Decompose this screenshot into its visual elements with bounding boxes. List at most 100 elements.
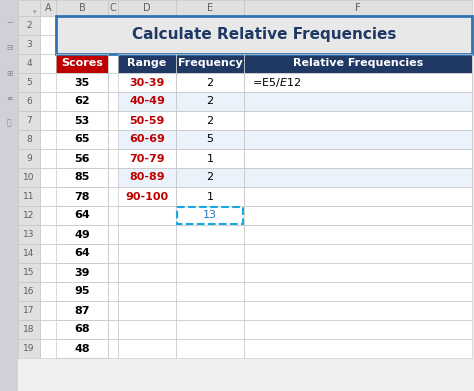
Bar bbox=[56, 73, 108, 92]
Bar bbox=[56, 149, 108, 168]
Bar bbox=[56, 301, 108, 320]
Bar bbox=[56, 130, 108, 149]
Bar bbox=[108, 130, 118, 149]
Text: 19: 19 bbox=[23, 344, 35, 353]
Bar bbox=[176, 301, 244, 320]
Bar bbox=[108, 244, 118, 263]
Bar bbox=[244, 73, 472, 92]
Bar bbox=[40, 187, 56, 206]
Bar bbox=[118, 206, 176, 225]
Bar bbox=[176, 35, 244, 54]
Text: 3: 3 bbox=[26, 40, 32, 49]
Bar bbox=[56, 244, 108, 263]
Bar bbox=[118, 168, 176, 187]
Bar bbox=[40, 282, 56, 301]
Bar bbox=[176, 54, 244, 73]
Bar bbox=[56, 92, 108, 111]
Text: 2: 2 bbox=[207, 115, 214, 126]
Bar bbox=[176, 320, 244, 339]
Bar bbox=[118, 73, 176, 92]
Bar bbox=[244, 168, 472, 187]
Bar bbox=[118, 187, 176, 206]
Text: 70-79: 70-79 bbox=[129, 154, 165, 163]
Bar bbox=[118, 263, 176, 282]
Bar bbox=[56, 301, 108, 320]
Bar bbox=[108, 54, 118, 73]
Bar bbox=[118, 301, 176, 320]
Bar bbox=[244, 0, 472, 16]
Bar bbox=[118, 130, 176, 149]
Bar bbox=[176, 149, 244, 168]
Bar bbox=[18, 187, 40, 206]
Bar bbox=[108, 339, 118, 358]
Bar bbox=[18, 16, 40, 35]
Text: 10: 10 bbox=[23, 173, 35, 182]
Text: 2: 2 bbox=[207, 77, 214, 88]
Bar bbox=[56, 244, 108, 263]
Bar bbox=[56, 73, 108, 92]
Text: ⊟: ⊟ bbox=[6, 43, 12, 52]
Bar bbox=[176, 282, 244, 301]
Bar bbox=[56, 282, 108, 301]
Bar bbox=[108, 149, 118, 168]
Bar bbox=[176, 73, 244, 92]
Text: 50-59: 50-59 bbox=[129, 115, 164, 126]
Bar bbox=[18, 320, 40, 339]
Bar bbox=[18, 320, 40, 339]
Bar bbox=[56, 92, 108, 111]
Bar bbox=[176, 187, 244, 206]
Bar bbox=[176, 54, 244, 73]
Text: C: C bbox=[109, 3, 117, 13]
Bar bbox=[118, 111, 176, 130]
Bar bbox=[244, 111, 472, 130]
Bar bbox=[18, 339, 40, 358]
Bar bbox=[176, 73, 244, 92]
Bar bbox=[177, 207, 243, 224]
Bar bbox=[56, 54, 108, 73]
Bar bbox=[118, 149, 176, 168]
Bar bbox=[40, 35, 56, 54]
Bar bbox=[18, 111, 40, 130]
Bar bbox=[56, 339, 108, 358]
Bar bbox=[176, 149, 244, 168]
Bar bbox=[56, 0, 108, 16]
Bar bbox=[56, 339, 108, 358]
Bar bbox=[18, 149, 40, 168]
Bar bbox=[244, 35, 472, 54]
Bar bbox=[176, 54, 244, 73]
Text: 40-49: 40-49 bbox=[129, 97, 165, 106]
Bar bbox=[56, 263, 108, 282]
Bar bbox=[118, 187, 176, 206]
Bar bbox=[118, 339, 176, 358]
Bar bbox=[244, 35, 472, 54]
Bar bbox=[56, 301, 108, 320]
Text: 49: 49 bbox=[74, 230, 90, 240]
Bar bbox=[118, 35, 176, 54]
Bar bbox=[108, 149, 118, 168]
Bar bbox=[118, 263, 176, 282]
Bar bbox=[56, 0, 108, 16]
Bar bbox=[118, 149, 176, 168]
Bar bbox=[18, 54, 40, 73]
Text: 35: 35 bbox=[74, 77, 90, 88]
Bar bbox=[244, 73, 472, 92]
Text: 11: 11 bbox=[23, 192, 35, 201]
Bar bbox=[176, 263, 244, 282]
Bar bbox=[0, 0, 18, 391]
Bar bbox=[108, 168, 118, 187]
Bar bbox=[118, 92, 176, 111]
Bar bbox=[56, 92, 108, 111]
Bar bbox=[108, 168, 118, 187]
Bar bbox=[118, 225, 176, 244]
Text: A: A bbox=[45, 3, 51, 13]
Bar bbox=[56, 187, 108, 206]
Bar bbox=[244, 206, 472, 225]
Bar bbox=[118, 54, 176, 73]
Bar bbox=[244, 187, 472, 206]
Bar bbox=[118, 320, 176, 339]
Text: ⊞: ⊞ bbox=[6, 68, 12, 77]
Bar bbox=[118, 130, 176, 149]
Bar bbox=[40, 282, 56, 301]
Bar bbox=[18, 263, 40, 282]
Bar bbox=[176, 54, 244, 73]
